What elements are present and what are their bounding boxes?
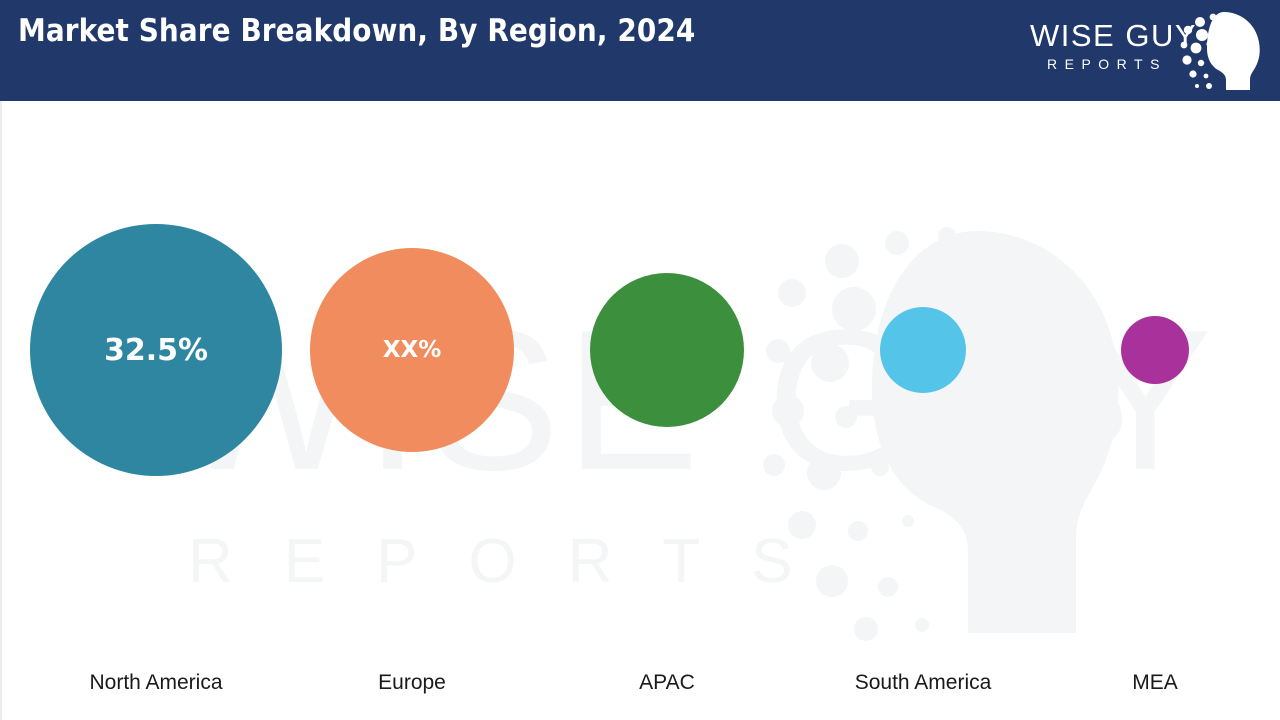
category-label-europe: Europe (378, 671, 446, 694)
chart-plot-area: WISE GUY REPORTS (0, 101, 1280, 720)
bubble-apac[interactable] (590, 273, 744, 427)
logo-wordmark-primary: WISE GUY (1030, 18, 1198, 53)
category-label-apac: APAC (639, 671, 695, 694)
bubble-series: 32.5% XX% (2, 101, 1280, 720)
category-axis-labels: North America Europe APAC South America MEA (2, 101, 1280, 720)
category-label-mea: MEA (1132, 671, 1178, 694)
bubble-value-label: XX% (382, 337, 442, 363)
bubble-value-label: 32.5% (103, 332, 209, 368)
page-title: Market Share Breakdown, By Region, 2024 (18, 13, 696, 49)
watermark-wordmark-secondary: REPORTS (188, 527, 844, 596)
dotted-head-silhouette-icon (1180, 12, 1260, 90)
brand-logo: WISE GUY REPORTS (1020, 8, 1270, 94)
bubble-europe[interactable]: XX% (310, 248, 514, 452)
bubble-north-america[interactable]: 32.5% (30, 224, 282, 476)
bubble-south-america[interactable] (880, 307, 966, 393)
category-label-south-america: South America (854, 671, 992, 694)
category-label-north-america: North America (89, 671, 223, 694)
logo-wordmark-secondary: REPORTS (1047, 56, 1167, 72)
chart-header: Market Share Breakdown, By Region, 2024 … (0, 0, 1280, 101)
bubble-mea[interactable] (1121, 316, 1189, 384)
